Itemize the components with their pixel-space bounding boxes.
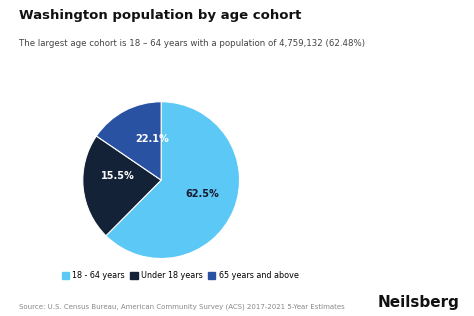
Text: Source: U.S. Census Bureau, American Community Survey (ACS) 2017-2021 5-Year Est: Source: U.S. Census Bureau, American Com…	[19, 303, 345, 310]
Text: 22.1%: 22.1%	[135, 134, 169, 144]
Text: Washington population by age cohort: Washington population by age cohort	[19, 9, 301, 22]
Wedge shape	[83, 136, 161, 236]
Wedge shape	[106, 102, 239, 258]
Text: The largest age cohort is 18 – 64 years with a population of 4,759,132 (62.48%): The largest age cohort is 18 – 64 years …	[19, 40, 365, 48]
Text: 62.5%: 62.5%	[185, 189, 219, 199]
Text: Neilsberg: Neilsberg	[378, 295, 460, 310]
Wedge shape	[96, 102, 161, 180]
Text: 15.5%: 15.5%	[101, 171, 135, 181]
Legend: 18 - 64 years, Under 18 years, 65 years and above: 18 - 64 years, Under 18 years, 65 years …	[58, 268, 302, 283]
